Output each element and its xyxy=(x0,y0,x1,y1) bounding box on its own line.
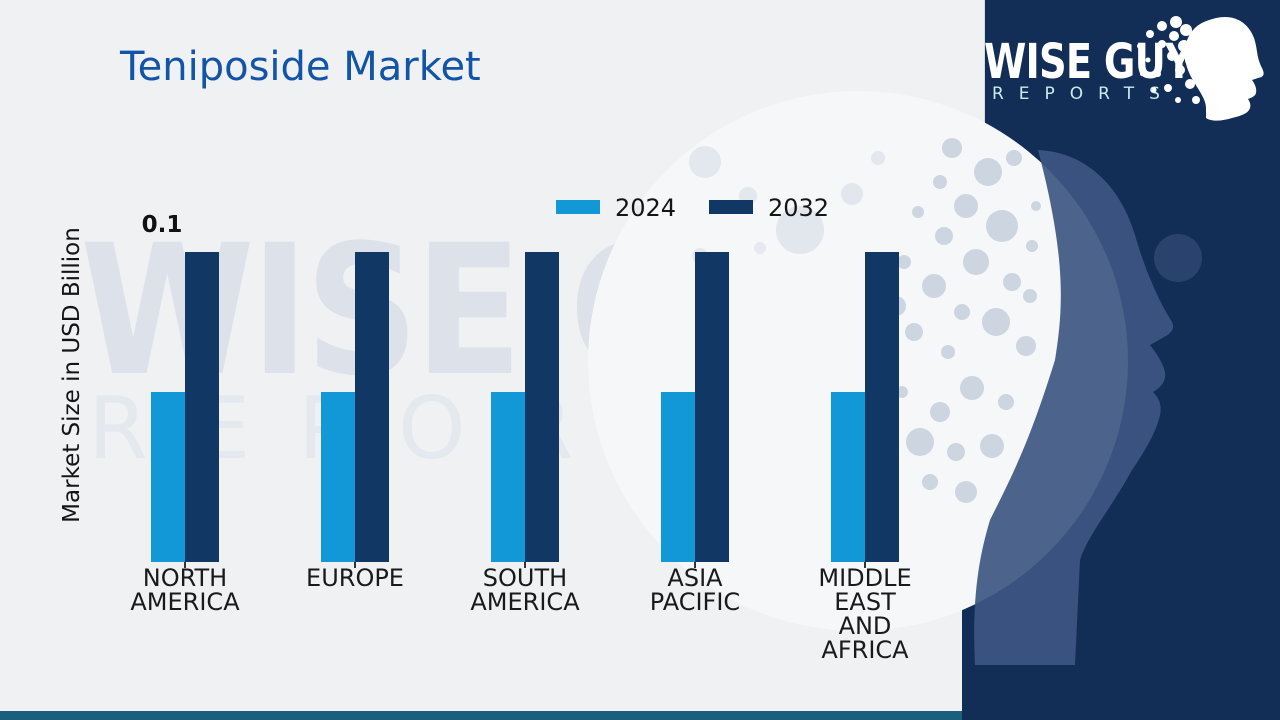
bar-2024-asia-pacific xyxy=(661,392,695,562)
value-label-0-1: 0.1 xyxy=(141,212,183,238)
bar-2024-south-america xyxy=(491,392,525,562)
bar-2032-north-america xyxy=(185,252,219,562)
legend-label-2024: 2024 xyxy=(615,194,677,222)
y-axis-label: Market Size in USD Billion xyxy=(59,227,85,523)
bar-2024-europe xyxy=(321,392,355,562)
page-title: Teniposide Market xyxy=(120,44,481,90)
x-tick-europe xyxy=(354,562,356,568)
category-label-middle-east-and-africa: MIDDLE EAST AND AFRICA xyxy=(818,564,912,664)
x-tick-north-america xyxy=(184,562,186,568)
logo-reports-text: REPORTS xyxy=(992,84,1175,104)
bar-2032-south-america xyxy=(525,252,559,562)
logo-face-icon xyxy=(1137,16,1264,121)
face-profile-watermark xyxy=(974,150,1202,665)
x-tick-middle-east-and-africa xyxy=(864,562,866,568)
bar-2032-europe xyxy=(355,252,389,562)
category-label-europe: EUROPE xyxy=(306,564,404,592)
legend-swatch-2032 xyxy=(709,200,753,214)
category-label-asia-pacific: ASIA PACIFIC xyxy=(649,564,741,616)
bar-2024-middle-east-and-africa xyxy=(831,392,865,562)
legend-swatch-2024 xyxy=(556,200,600,214)
x-tick-asia-pacific xyxy=(694,562,696,568)
logo-wiseguy-text: WISE GUY xyxy=(984,34,1193,90)
category-label-north-america: NORTH AMERICA xyxy=(130,564,240,616)
x-tick-south-america xyxy=(524,562,526,568)
footer-accent-bar xyxy=(0,711,1280,720)
category-label-south-america: SOUTH AMERICA xyxy=(470,564,580,616)
bar-2032-middle-east-and-africa xyxy=(865,252,899,562)
bar-2024-north-america xyxy=(151,392,185,562)
legend-label-2032: 2032 xyxy=(768,194,830,222)
bar-2032-asia-pacific xyxy=(695,252,729,562)
